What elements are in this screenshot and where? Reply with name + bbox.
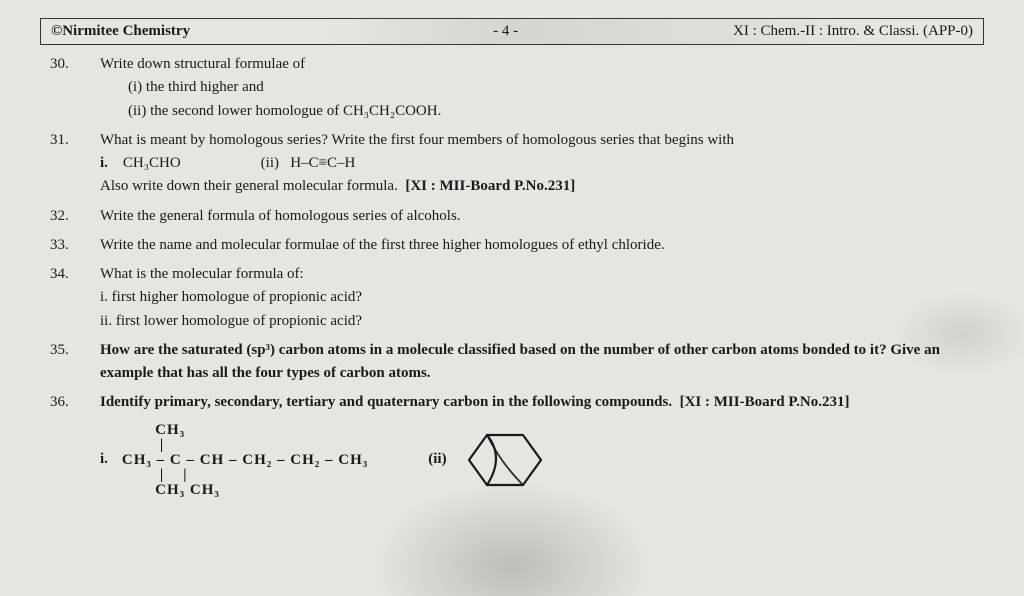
q31-reference: [XI : MII-Board P.No.231]	[405, 178, 575, 194]
q-number: 32.	[40, 205, 100, 228]
q-number: 34.	[40, 263, 100, 286]
bicyclo-structure-icon	[459, 425, 551, 495]
question-33: 33. Write the name and molecular formula…	[40, 234, 984, 257]
page-number: - 4 -	[493, 23, 518, 40]
q31-ii-label: (ii)	[261, 155, 279, 171]
molecule-structure-i: CH₃ | CH₃ – C – CH – CH₂ – CH₂ – CH₃ | |…	[122, 423, 368, 498]
q-number: 36.	[40, 391, 100, 414]
page-header: ©Nirmitee Chemistry - 4 - XI : Chem.-II …	[40, 18, 984, 45]
q34-sub-i: i. first higher homologue of propionic a…	[40, 286, 984, 309]
q-text: Write the general formula of homologous …	[100, 205, 984, 228]
q-text: What is meant by homologous series? Writ…	[100, 129, 984, 152]
q-text: How are the saturated (sp³) carbon atoms…	[100, 339, 984, 386]
q31-i-label: i.	[100, 155, 108, 171]
q31-also: Also write down their general molecular …	[40, 175, 984, 198]
question-35: 35. How are the saturated (sp³) carbon a…	[40, 339, 984, 386]
question-34: 34. What is the molecular formula of:	[40, 263, 984, 286]
q-text: Identify primary, secondary, tertiary an…	[100, 391, 984, 414]
q31-options: i. CH₃CHO (ii) H–C≡C–H	[40, 152, 984, 175]
q-text: Write down structural formulae of	[100, 53, 984, 76]
q-number: 33.	[40, 234, 100, 257]
q-number: 31.	[40, 129, 100, 152]
q-text: Write the name and molecular formulae of…	[100, 234, 984, 257]
q36-i-label: i.	[100, 448, 108, 471]
question-31: 31. What is meant by homologous series? …	[40, 129, 984, 152]
question-36: 36. Identify primary, secondary, tertiar…	[40, 391, 984, 414]
q31-i-value: CH₃CHO	[123, 155, 181, 171]
q36-reference: [XI : MII-Board P.No.231]	[680, 394, 850, 410]
q36-structures: i. CH₃ | CH₃ – C – CH – CH₂ – CH₂ – CH₃ …	[40, 423, 984, 498]
q-number: 35.	[40, 339, 100, 386]
q-text: What is the molecular formula of:	[100, 263, 984, 286]
question-32: 32. Write the general formula of homolog…	[40, 205, 984, 228]
q30-sub-ii: (ii) the second lower homologue of CH₃CH…	[100, 100, 984, 123]
header-source: ©Nirmitee Chemistry	[51, 23, 190, 40]
q36-ii-label: (ii)	[428, 448, 446, 471]
header-breadcrumb: XI : Chem.-II : Intro. & Classi. (APP-0)	[733, 23, 973, 40]
q-number: 30.	[40, 53, 100, 76]
q34-sub-ii: ii. first lower homologue of propionic a…	[40, 310, 984, 333]
q31-ii-value: H–C≡C–H	[290, 155, 355, 171]
q30-sub-i: (i) the third higher and	[100, 76, 984, 99]
question-30: 30. Write down structural formulae of	[40, 53, 984, 76]
